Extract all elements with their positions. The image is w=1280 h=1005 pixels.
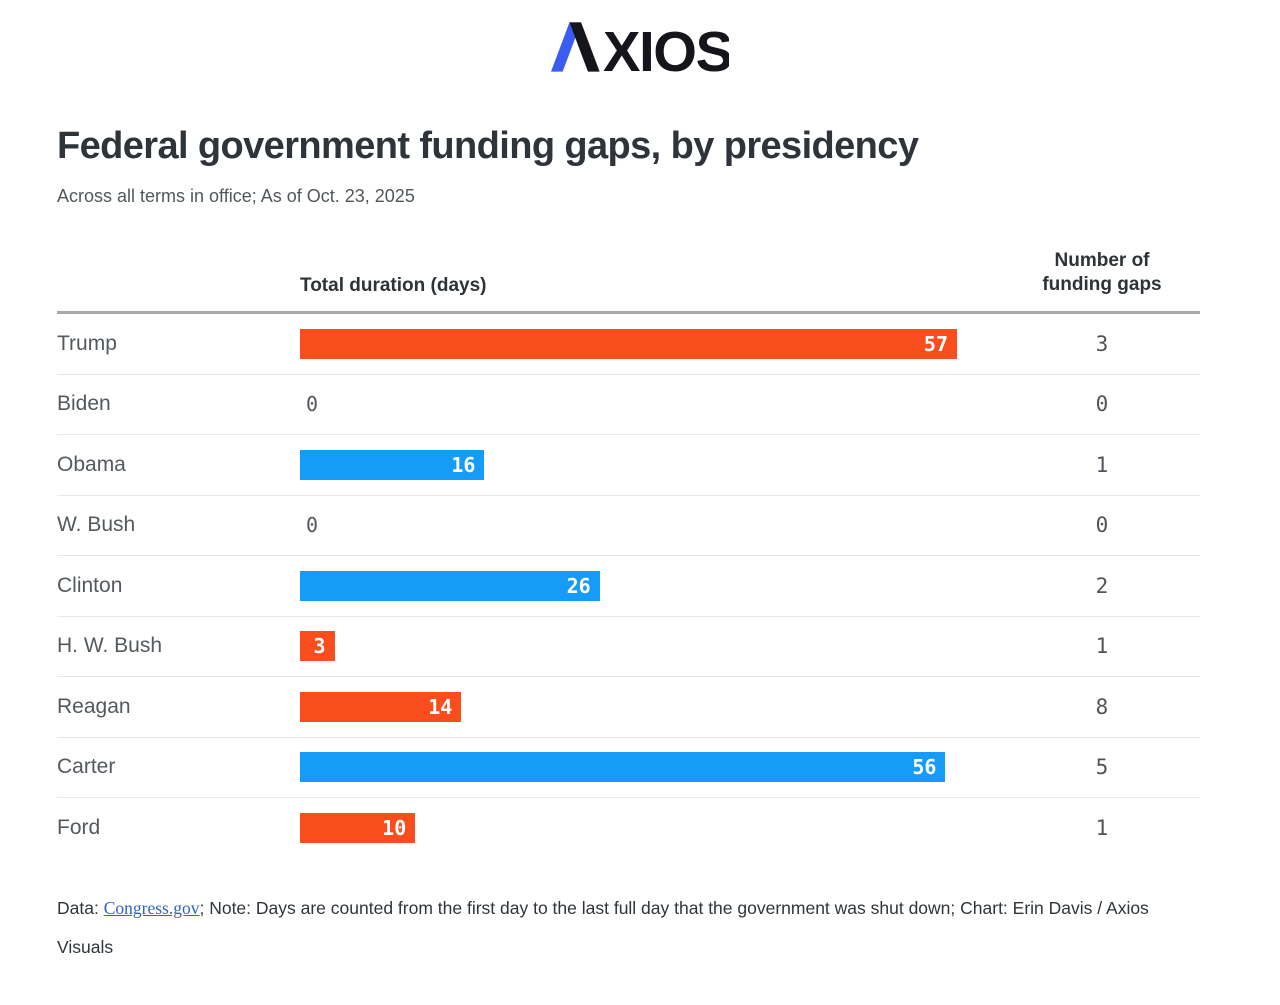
duration-bar-cell: 16 <box>300 449 1004 480</box>
funding-gaps-value: 2 <box>1095 573 1109 598</box>
funding-gaps-value: 1 <box>1095 816 1109 841</box>
duration-bar: 3 <box>300 631 335 662</box>
page-title: Federal government funding gaps, by pres… <box>57 125 919 167</box>
president-label: Reagan <box>57 694 131 718</box>
president-label: Obama <box>57 452 126 476</box>
duration-bar-cell: 0 <box>300 389 1004 419</box>
duration-value-zero: 0 <box>306 513 319 538</box>
table-row: Carter 56 5 <box>57 738 1200 798</box>
axios-logo: XIOS <box>0 0 1280 72</box>
duration-value: 10 <box>382 816 407 841</box>
duration-bar-cell: 56 <box>300 752 1004 783</box>
duration-bar: 26 <box>300 570 600 601</box>
duration-value-zero: 0 <box>306 392 319 417</box>
president-label: H. W. Bush <box>57 634 163 658</box>
duration-value: 56 <box>912 755 937 780</box>
duration-value: 26 <box>566 573 591 598</box>
table-row: Obama 16 1 <box>57 435 1200 496</box>
president-label: Trump <box>57 331 117 355</box>
footer-note: Data: Congress.gov; Note: Days are count… <box>57 889 1197 967</box>
duration-bar: 10 <box>300 813 416 844</box>
duration-bar: 16 <box>300 449 485 480</box>
funding-gaps-value: 3 <box>1095 331 1109 356</box>
duration-value: 3 <box>313 634 326 659</box>
page-subtitle: Across all terms in office; As of Oct. 2… <box>57 186 415 206</box>
table-row: W. Bush 0 0 <box>57 496 1200 556</box>
president-label: Carter <box>57 755 116 779</box>
funding-gaps-value: 0 <box>1095 392 1109 417</box>
funding-gaps-table: Total duration (days) Number of funding … <box>57 249 1200 859</box>
table-row: Ford 10 1 <box>57 798 1200 859</box>
duration-value: 16 <box>451 452 476 477</box>
duration-bar-cell: 0 <box>300 510 1004 540</box>
funding-gaps-value: 8 <box>1095 694 1109 719</box>
president-label: W. Bush <box>57 513 136 537</box>
president-label: Ford <box>57 816 101 840</box>
footer-suffix: ; Note: Days are counted from the first … <box>57 897 1149 957</box>
funding-gaps-value: 1 <box>1095 634 1109 659</box>
footer-prefix: Data: <box>57 897 104 918</box>
table-row: Reagan 14 8 <box>57 677 1200 738</box>
duration-bar: 57 <box>300 328 957 359</box>
table-row: Trump 57 3 <box>57 314 1200 375</box>
duration-bar-cell: 57 <box>300 328 1004 359</box>
axios-logo-icon: XIOS <box>551 22 729 72</box>
president-label: Clinton <box>57 573 123 597</box>
duration-value: 14 <box>428 694 453 719</box>
duration-bar: 14 <box>300 691 462 722</box>
duration-bar-cell: 26 <box>300 570 1004 601</box>
duration-bar-cell: 14 <box>300 691 1004 722</box>
duration-bar-cell: 3 <box>300 631 1004 662</box>
table-row: H. W. Bush 3 1 <box>57 617 1200 677</box>
funding-gaps-value: 5 <box>1095 755 1109 780</box>
table-rows: Trump 57 3 Biden 0 0 Obama 16 1 W. Bush … <box>57 314 1200 859</box>
duration-column-header: Total duration (days) <box>300 275 487 296</box>
table-header-row: Total duration (days) Number of funding … <box>57 249 1200 314</box>
duration-value: 57 <box>923 331 948 356</box>
president-label: Biden <box>57 392 111 416</box>
funding-gaps-value: 0 <box>1095 513 1109 538</box>
congress-gov-link[interactable]: Congress.gov <box>103 897 200 918</box>
axios-logo-text: XIOS <box>603 22 729 72</box>
duration-bar-cell: 10 <box>300 813 1004 844</box>
duration-bar: 56 <box>300 752 946 783</box>
funding-gaps-value: 1 <box>1095 452 1109 477</box>
table-row: Biden 0 0 <box>57 375 1200 435</box>
table-row: Clinton 26 2 <box>57 556 1200 617</box>
gaps-column-header: Number of funding gaps <box>1042 250 1162 295</box>
